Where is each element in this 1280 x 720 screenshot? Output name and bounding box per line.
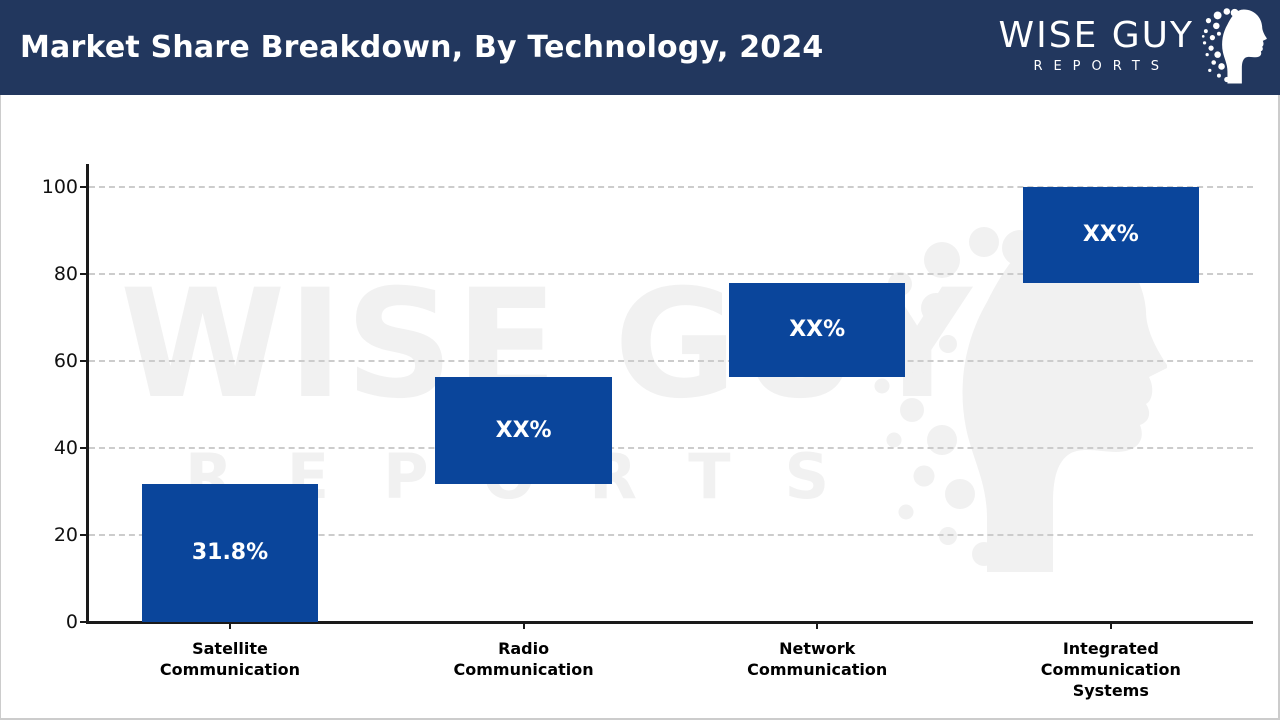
bar-value-label: XX%: [789, 317, 846, 343]
gridline-y60: [89, 360, 1253, 362]
logo-reports-text: REPORTS: [1033, 59, 1171, 74]
y-axis-tickmark: [80, 186, 88, 188]
bar-network-communication: XX%: [728, 282, 906, 377]
y-axis-tickmark: [80, 447, 88, 449]
header-bar: Market Share Breakdown, By Technology, 2…: [0, 0, 1280, 95]
bar-radio-communication: XX%: [435, 376, 612, 484]
x-axis-tickmark: [816, 623, 819, 629]
y-axis-tickmark: [80, 534, 88, 536]
page-title: Market Share Breakdown, By Technology, 2…: [20, 30, 824, 65]
y-axis-tick-label: 0: [65, 611, 78, 633]
bar-value-label: XX%: [1082, 222, 1139, 248]
y-axis-tick-label: 40: [53, 437, 78, 459]
gridline-y20: [89, 534, 1253, 536]
logo-name-text: WISE GUY: [998, 15, 1194, 56]
page-border-right: [1278, 95, 1280, 720]
y-axis-tickmark: [80, 360, 88, 362]
x-axis-tickmark: [229, 623, 231, 629]
bar-integrated-communication-systems: XX%: [1022, 187, 1200, 283]
y-axis-line: [86, 164, 89, 624]
page-border-left: [0, 95, 1, 720]
y-axis-tick-label: 80: [53, 263, 78, 285]
x-axis-tickmark: [1109, 623, 1112, 629]
bar-value-label: XX%: [495, 417, 552, 443]
y-axis-tick-label: 20: [53, 524, 78, 546]
gridline-y100: [89, 186, 1253, 188]
y-axis-tickmark: [80, 273, 88, 275]
x-axis-category-label: Satellite Communication: [159, 639, 301, 679]
y-axis-tick-label: 100: [41, 176, 78, 198]
y-axis-tick-label: 60: [53, 350, 78, 372]
bar-satellite-communication: 31.8%: [141, 483, 319, 622]
wiseguy-logo: WISE GUY REPORTS: [999, 6, 1271, 85]
waterfall-chart: 0 20 40 60 80 100 31.8% Satellite Communication…: [0, 95, 1280, 720]
wiseguy-head-icon: [1201, 8, 1267, 84]
x-axis-category-label: Integrated Communication Systems: [1040, 639, 1181, 700]
x-axis-line: [86, 621, 1253, 624]
gridline-y80: [89, 273, 1253, 275]
x-axis-category-label: Radio Communication: [453, 639, 594, 679]
x-axis-tickmark: [522, 623, 525, 629]
gridline-y40: [89, 447, 1253, 449]
bar-value-label: 31.8%: [191, 540, 269, 566]
logo-text-block: WISE GUY REPORTS: [999, 15, 1195, 76]
page-border-bottom: [0, 718, 1280, 720]
x-axis-category-label: Network Communication: [747, 639, 888, 679]
y-axis-tickmark: [80, 621, 88, 623]
